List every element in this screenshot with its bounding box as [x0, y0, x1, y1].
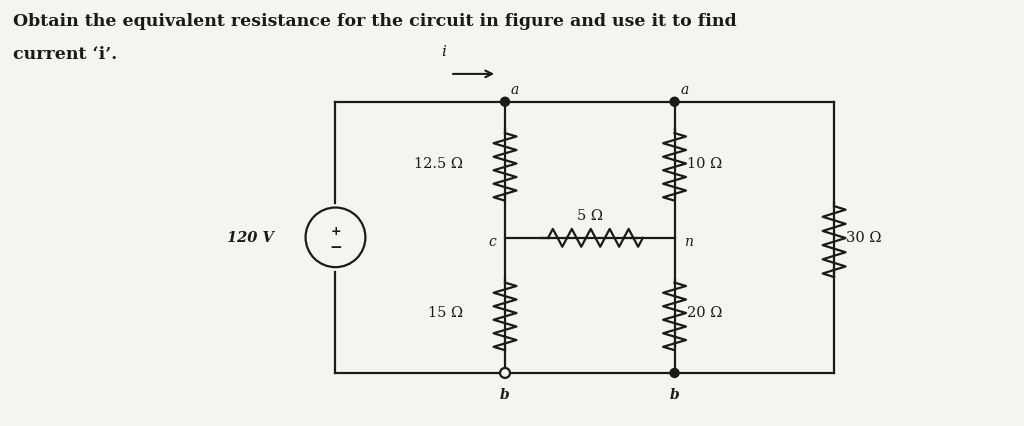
Text: 20 Ω: 20 Ω — [686, 305, 722, 320]
Text: i: i — [440, 45, 445, 59]
Text: b: b — [500, 387, 510, 401]
Text: a: a — [511, 83, 519, 97]
Circle shape — [500, 368, 510, 378]
Text: 10 Ω: 10 Ω — [686, 156, 722, 170]
Circle shape — [501, 98, 510, 107]
Text: n: n — [684, 234, 692, 248]
Text: 120 V: 120 V — [226, 231, 273, 245]
Text: a: a — [681, 83, 689, 97]
Text: 12.5 Ω: 12.5 Ω — [414, 156, 463, 170]
Text: +: + — [330, 225, 341, 237]
Text: 5 Ω: 5 Ω — [577, 208, 603, 222]
Text: −: − — [329, 239, 342, 254]
Text: current ‘i’.: current ‘i’. — [13, 46, 118, 63]
Text: Obtain the equivalent resistance for the circuit in figure and use it to find: Obtain the equivalent resistance for the… — [13, 13, 737, 30]
Text: 15 Ω: 15 Ω — [428, 305, 463, 320]
Text: c: c — [488, 234, 496, 248]
Circle shape — [670, 368, 679, 377]
Text: b: b — [670, 387, 680, 401]
Circle shape — [670, 98, 679, 107]
Circle shape — [501, 368, 510, 377]
Text: 30 Ω: 30 Ω — [846, 231, 882, 245]
